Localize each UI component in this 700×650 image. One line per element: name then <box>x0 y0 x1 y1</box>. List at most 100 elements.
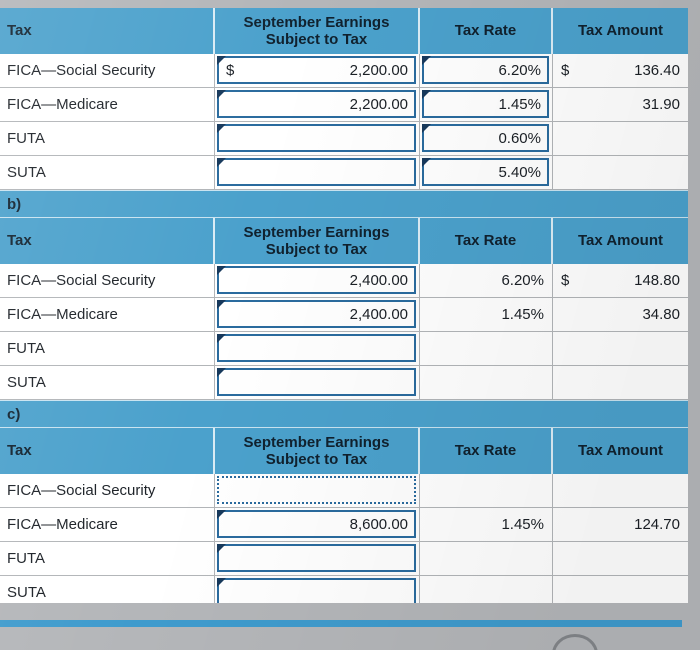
earnings-cell: 2,400.00 <box>215 264 420 298</box>
table-row: FICA—Medicare 2,200.00 1.45% 31.90 <box>0 88 688 122</box>
earnings-cell: 8,600.00 <box>215 508 420 542</box>
spreadsheet: Tax September Earnings Subject to Tax Ta… <box>0 8 688 603</box>
table-row: FICA—Social Security <box>0 474 688 508</box>
rate-value: 6.20% <box>498 61 541 79</box>
amount-cell <box>553 542 688 576</box>
table-row: FICA—Medicare 8,600.00 1.45% 124.70 <box>0 508 688 542</box>
table-row: SUTA 5.40% <box>0 156 688 190</box>
earnings-input[interactable]: 2,200.00 <box>217 90 416 118</box>
amount-cell: 124.70 <box>553 508 688 542</box>
header-earnings: September Earnings Subject to Tax <box>215 428 420 474</box>
tax-label: SUTA <box>0 576 215 603</box>
header-amount: Tax Amount <box>553 428 688 474</box>
earnings-input[interactable] <box>217 158 416 186</box>
rate-cell <box>420 542 553 576</box>
amount-value: 34.80 <box>642 306 680 323</box>
table-row: FUTA 0.60% <box>0 122 688 156</box>
earnings-value: 8,600.00 <box>349 515 408 533</box>
header-rate: Tax Rate <box>420 218 553 264</box>
earnings-input[interactable]: 2,400.00 <box>217 300 416 328</box>
header-rate: Tax Rate <box>420 8 553 54</box>
cell-flag-icon <box>217 544 226 553</box>
table-row: FUTA <box>0 332 688 366</box>
table-row: FICA—Medicare 2,400.00 1.45% 34.80 <box>0 298 688 332</box>
rate-value: 1.45% <box>498 95 541 113</box>
cell-flag-icon <box>217 334 226 343</box>
rate-cell: 6.20% <box>420 264 553 298</box>
rate-value: 6.20% <box>501 272 544 289</box>
cell-flag-icon <box>422 158 431 167</box>
tax-label: FICA—Medicare <box>0 88 215 122</box>
earnings-input[interactable] <box>217 544 416 572</box>
header-amount: Tax Amount <box>553 8 688 54</box>
rate-cell: 0.60% <box>420 122 553 156</box>
amount-value: 136.40 <box>634 62 680 79</box>
rate-cell: 5.40% <box>420 156 553 190</box>
tax-label: FUTA <box>0 332 215 366</box>
amount-cell: 34.80 <box>553 298 688 332</box>
cell-flag-icon <box>217 56 226 65</box>
rate-input[interactable]: 6.20% <box>422 56 549 84</box>
cell-flag-icon <box>422 56 431 65</box>
earnings-cell <box>215 366 420 400</box>
amount-cell <box>553 366 688 400</box>
section-b-header-row: Tax September Earnings Subject to Tax Ta… <box>0 218 688 264</box>
section-a-header-row: Tax September Earnings Subject to Tax Ta… <box>0 8 688 54</box>
earnings-value: 2,200.00 <box>349 95 408 113</box>
earnings-cell <box>215 332 420 366</box>
rate-cell <box>420 332 553 366</box>
rate-input[interactable]: 1.45% <box>422 90 549 118</box>
table-row: FICA—Social Security $ 2,200.00 6.20% $ … <box>0 54 688 88</box>
rate-cell: 6.20% <box>420 54 553 88</box>
earnings-value: 2,200.00 <box>349 61 408 79</box>
table-row: SUTA <box>0 576 688 603</box>
active-cell-input[interactable] <box>217 476 416 504</box>
rate-value: 1.45% <box>501 516 544 533</box>
header-tax: Tax <box>0 8 215 54</box>
section-c-label: c) <box>7 405 21 423</box>
header-earnings: September Earnings Subject to Tax <box>215 8 420 54</box>
cell-flag-icon <box>217 158 226 167</box>
earnings-cell <box>215 542 420 576</box>
clipped-logo <box>552 634 598 650</box>
amount-cell <box>553 474 688 508</box>
earnings-input[interactable]: 2,400.00 <box>217 266 416 294</box>
tax-label: FICA—Medicare <box>0 298 215 332</box>
section-c-band: c) <box>0 400 688 428</box>
earnings-input[interactable] <box>217 124 416 152</box>
earnings-input[interactable] <box>217 368 416 396</box>
tax-label: FICA—Social Security <box>0 474 215 508</box>
tax-label: FUTA <box>0 542 215 576</box>
earnings-cell <box>215 122 420 156</box>
earnings-cell: 2,200.00 <box>215 88 420 122</box>
table-row: SUTA <box>0 366 688 400</box>
cell-flag-icon <box>422 90 431 99</box>
rate-cell: 1.45% <box>420 298 553 332</box>
amount-cell: $ 148.80 <box>553 264 688 298</box>
section-b-label: b) <box>7 195 22 213</box>
earnings-input[interactable] <box>217 334 416 362</box>
header-tax: Tax <box>0 428 215 474</box>
rate-value: 5.40% <box>498 163 541 181</box>
rate-cell: 1.45% <box>420 88 553 122</box>
earnings-cell <box>215 576 420 603</box>
earnings-input[interactable]: 8,600.00 <box>217 510 416 538</box>
amount-cell <box>553 332 688 366</box>
table-row: FICA—Social Security 2,400.00 6.20% $ 14… <box>0 264 688 298</box>
amount-value: 148.80 <box>634 272 680 289</box>
currency-prefix: $ <box>226 61 235 79</box>
rate-cell <box>420 366 553 400</box>
tax-label: SUTA <box>0 366 215 400</box>
earnings-input[interactable]: $ 2,200.00 <box>217 56 416 84</box>
earnings-cell: $ 2,200.00 <box>215 54 420 88</box>
header-rate: Tax Rate <box>420 428 553 474</box>
rate-cell <box>420 474 553 508</box>
cell-flag-icon <box>217 300 226 309</box>
rate-cell: 1.45% <box>420 508 553 542</box>
earnings-input[interactable] <box>217 578 416 603</box>
rate-input[interactable]: 0.60% <box>422 124 549 152</box>
earnings-value: 2,400.00 <box>349 271 408 289</box>
rate-input[interactable]: 5.40% <box>422 158 549 186</box>
cell-flag-icon <box>217 124 226 133</box>
clipped-logo-arc <box>519 635 551 650</box>
